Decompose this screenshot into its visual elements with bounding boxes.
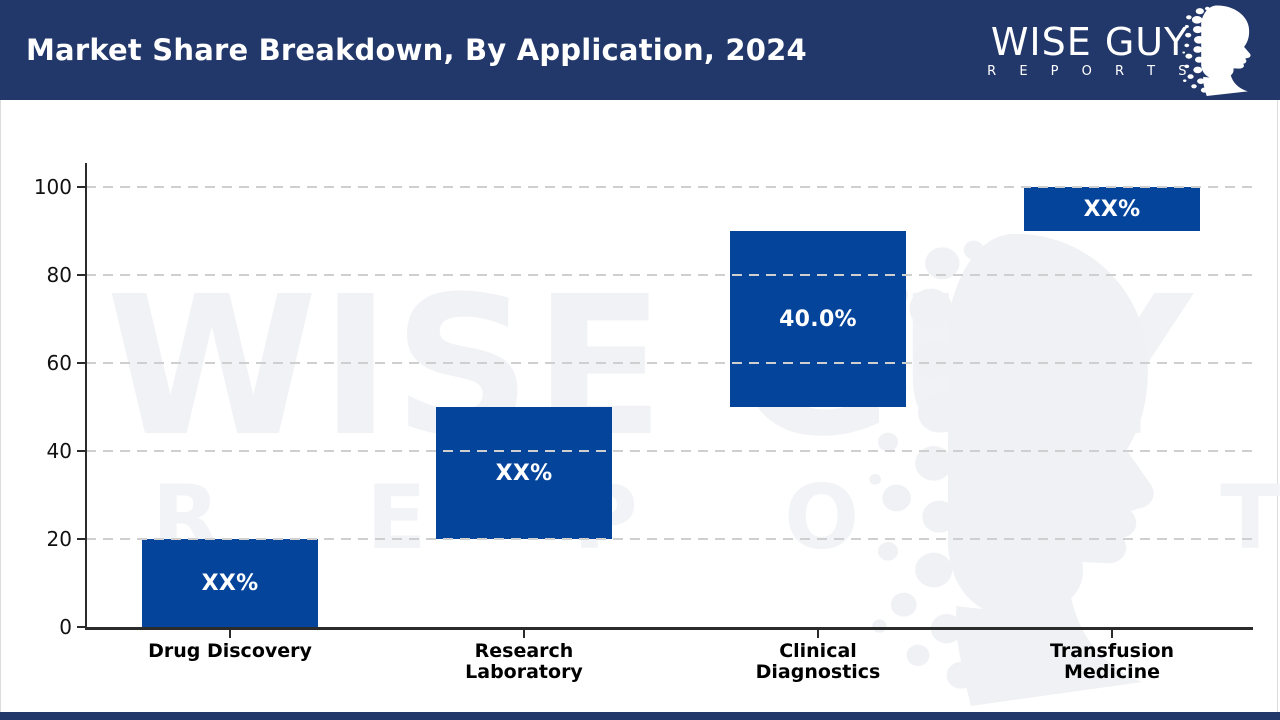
brand-head-icon [1182, 4, 1254, 96]
y-tick [77, 626, 85, 628]
y-tick [77, 186, 85, 188]
page-title: Market Share Breakdown, By Application, … [26, 33, 807, 67]
y-axis-spine [85, 163, 87, 630]
y-tick-label: 80 [46, 263, 72, 287]
bar-value-label: XX% [201, 570, 259, 596]
gridline [86, 450, 1253, 452]
x-tick-label-line: Medicine [1063, 661, 1161, 683]
y-tick [77, 274, 85, 276]
bar-value-label: 40.0% [779, 306, 857, 332]
y-tick-label: 20 [46, 527, 72, 551]
watermark-head-icon [868, 226, 1168, 706]
y-tick-label: 40 [46, 439, 72, 463]
x-axis-spine [85, 627, 1253, 630]
x-tick [817, 630, 819, 638]
bar-value-label: XX% [495, 460, 553, 486]
footer-bar [0, 712, 1280, 720]
x-tick-label-line: Laboratory [465, 661, 583, 683]
x-tick-label: Clinical Diagnostics [708, 641, 928, 683]
header: Market Share Breakdown, By Application, … [0, 0, 1280, 100]
brand-wordmark-top: WISE GUY [990, 19, 1189, 64]
x-tick [523, 630, 525, 638]
bar-value-label: XX% [1083, 196, 1141, 222]
bar: XX% [142, 539, 318, 627]
y-tick-label: 60 [46, 351, 72, 375]
gridline [86, 274, 1253, 276]
x-tick-label-line: Clinical [779, 640, 857, 662]
y-tick [77, 450, 85, 452]
x-tick-label-line: Research [474, 640, 574, 662]
bar: 40.0% [730, 231, 906, 407]
gridline [86, 186, 1253, 188]
gridline [86, 538, 1253, 540]
brand-wordmark-bottom: R E P O R T S [987, 63, 1196, 79]
y-tick-label: 100 [33, 175, 72, 199]
x-tick [1111, 630, 1113, 638]
y-tick [77, 362, 85, 364]
x-tick [229, 630, 231, 638]
x-tick-label-line: Transfusion [1049, 640, 1175, 662]
brand-logo: WISE GUY R E P O R T S [983, 4, 1254, 96]
bar: XX% [436, 407, 612, 539]
x-tick-label: Transfusion Medicine [1002, 641, 1222, 683]
y-tick-label: 0 [59, 615, 72, 639]
bar: XX% [1024, 187, 1200, 231]
x-tick-label: Research Laboratory [414, 641, 634, 683]
gridline [86, 362, 1253, 364]
x-tick-label-line: Diagnostics [755, 661, 881, 683]
brand-wordmark: WISE GUY R E P O R T S [983, 23, 1196, 78]
y-tick [77, 538, 85, 540]
x-tick-label: Drug Discovery [120, 641, 340, 662]
x-tick-label-line: Drug Discovery [148, 640, 312, 662]
